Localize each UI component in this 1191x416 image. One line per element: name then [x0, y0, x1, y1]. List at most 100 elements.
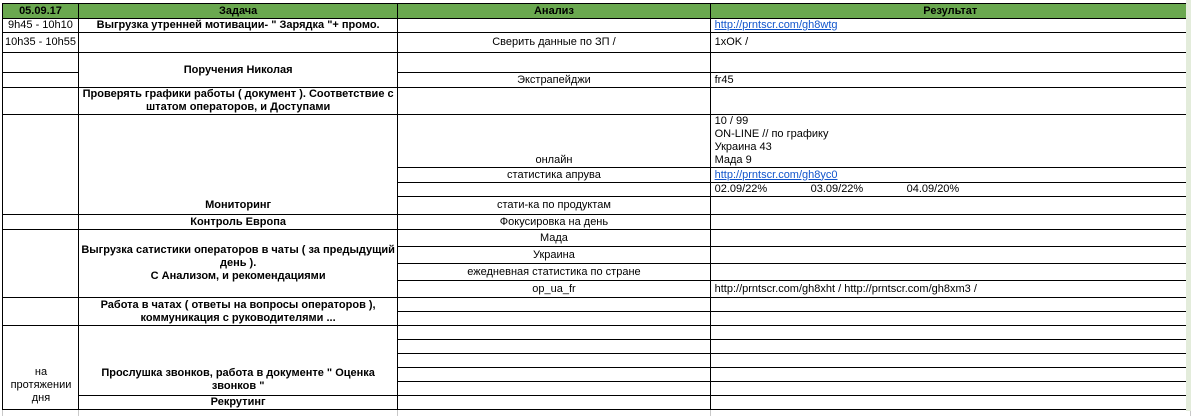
- header-result-column: Результат: [709, 3, 1191, 19]
- cell-task-nikolay-orders: Поручения Николая: [77, 52, 399, 88]
- table-row: [3, 339, 1191, 354]
- empty-cell: [709, 263, 1191, 281]
- empty-cell: [709, 311, 1191, 326]
- cell-result-online-status: 10 / 99 ON-LINE // по графику Украина 43…: [709, 114, 1191, 168]
- cell-analysis-online: онлайн: [397, 114, 711, 168]
- cell-result-chat-links: http://prntscr.com/gh8xht / http://prnts…: [709, 280, 1191, 298]
- table-row: Мониторинг онлайн 10 / 99 ON-LINE // по …: [2, 114, 1191, 215]
- empty-cell: [2, 52, 79, 73]
- empty-cell: [397, 87, 711, 115]
- cell-result-salary-ok: 1xOK /: [709, 32, 1191, 53]
- table-row: 02.09/22% 03.09/22% 04.09/20%: [3, 182, 1191, 197]
- empty-cell: [709, 196, 1191, 215]
- result-line: Украина 43: [714, 141, 772, 153]
- empty-cell: [397, 367, 711, 382]
- empty-cell: [397, 52, 711, 73]
- result-line: ON-LINE // по графику: [714, 128, 829, 140]
- empty-cell: [397, 395, 711, 410]
- empty-cell: [2, 72, 79, 88]
- cell-result-morning: http://prntscr.com/gh8wtg: [709, 18, 1191, 33]
- empty-cell: [2, 297, 79, 326]
- task-line: Проверять графики работы ( документ ). С…: [82, 88, 394, 101]
- table-row: Проверять графики работы ( документ ). С…: [2, 87, 1191, 115]
- cell-time-all-day: на протяжении дня: [2, 325, 79, 410]
- empty-cell: [397, 353, 711, 368]
- daily-schedule-table: 05.09.17 Задача Анализ Результат 9h45 - …: [2, 3, 1191, 416]
- empty-cell: [709, 87, 1191, 115]
- cell-result-approve-days: 02.09/22% 03.09/22% 04.09/20%: [709, 182, 1191, 197]
- empty-cell: [397, 311, 711, 326]
- cell-time-slot2: 10h35 - 10h55: [2, 32, 79, 53]
- table-row: 9h45 - 10h10 Выгрузка утренней мотивации…: [2, 18, 1191, 33]
- task-line: С Анализом, и рекомендациями: [150, 270, 326, 282]
- empty-cell: [709, 409, 1191, 416]
- result-line: Мада 9: [714, 154, 752, 166]
- task-line: коммуникация с руководителями ...: [140, 311, 336, 324]
- cell-analysis-approve-stats: статистика апрува: [397, 167, 711, 183]
- empty-cell: [709, 367, 1191, 382]
- empty-cell: [77, 409, 399, 416]
- cell-task-call-review: Прослушка звонков, работа в документе " …: [77, 325, 399, 396]
- morning-screenshot-link[interactable]: http://prntscr.com/gh8wtg: [714, 19, 838, 32]
- cell-analysis-salary-check: Сверить данные по ЗП /: [397, 32, 711, 53]
- cell-task-monitoring: Мониторинг: [77, 114, 399, 215]
- empty-cell: [2, 87, 79, 115]
- cell-time-slot1: 9h45 - 10h10: [2, 18, 79, 33]
- empty-cell: [2, 214, 79, 230]
- cell-analysis-ukraine: Украина: [397, 246, 711, 264]
- table-row: Работа в чатах ( ответы на вопросы опера…: [2, 297, 1191, 326]
- sheet-right-margin: [1186, 0, 1191, 411]
- empty-cell: [709, 246, 1191, 264]
- table-row: Контроль Европа Фокусировка на день: [2, 214, 1191, 230]
- header-task-column: Задача: [77, 3, 399, 19]
- empty-cell: [397, 325, 711, 340]
- table-row: op_ua_fr http://prntscr.com/gh8xht / htt…: [3, 280, 1191, 298]
- table-row: на протяжении дня Прослушка звонков, раб…: [2, 325, 1191, 410]
- approve-day-value: 03.09/22%: [810, 183, 864, 196]
- table-row: [2, 409, 1191, 416]
- cell-analysis-extrapages: Экстрапейджи: [397, 72, 711, 88]
- table-row: Выгрузка сатистики операторов в чаты ( з…: [2, 229, 1191, 298]
- table-row: Поручения Николая: [2, 52, 1191, 88]
- empty-cell: [709, 214, 1191, 230]
- cell-task-chats-work: Работа в чатах ( ответы на вопросы опера…: [77, 297, 399, 326]
- cell-analysis-day-focus: Фокусировка на день: [397, 214, 711, 230]
- approve-screenshot-link[interactable]: http://prntscr.com/gh8yc0: [714, 168, 838, 181]
- header-analysis-column: Анализ: [397, 3, 711, 19]
- cell-analysis-product-stats: стати-ка по продуктам: [397, 196, 711, 215]
- empty-cell: [397, 381, 711, 396]
- cell-task-chat-statistics: Выгрузка сатистики операторов в чаты ( з…: [77, 229, 399, 298]
- empty-cell: [397, 18, 711, 33]
- cell-analysis-mada: Мада: [397, 229, 711, 247]
- table-row: стати-ка по продуктам: [3, 196, 1191, 215]
- empty-cell: [709, 353, 1191, 368]
- approve-day-value: 04.09/20%: [906, 183, 960, 196]
- task-line: Работа в чатах ( ответы на вопросы опера…: [100, 298, 376, 311]
- empty-cell: [397, 297, 711, 312]
- time-line: дня: [31, 392, 51, 404]
- approve-day-value: 02.09/22%: [714, 183, 768, 196]
- empty-cell: [397, 182, 711, 197]
- empty-cell: [709, 395, 1191, 410]
- cell-task-morning-motivation: Выгрузка утренней мотивации- " Зарядка "…: [77, 18, 399, 33]
- empty-cell: [2, 114, 79, 215]
- empty-cell: [77, 32, 399, 53]
- empty-cell: [2, 409, 79, 416]
- cell-analysis-op-ua-fr: op_ua_fr: [397, 280, 711, 298]
- cell-result-approve: http://prntscr.com/gh8yc0: [709, 167, 1191, 183]
- empty-cell: [2, 229, 79, 298]
- cell-task-check-schedules: Проверять графики работы ( документ ). С…: [77, 87, 399, 115]
- table-row: Украина: [3, 246, 1191, 264]
- empty-cell: [709, 297, 1191, 312]
- cell-result-fr45: fr45: [709, 72, 1191, 88]
- task-line: Выгрузка сатистики операторов в чаты ( з…: [81, 244, 395, 269]
- time-line: протяжении: [10, 379, 72, 391]
- daily-schedule-sheet: 05.09.17 Задача Анализ Результат 9h45 - …: [2, 3, 1191, 416]
- header-date: 05.09.17: [2, 3, 79, 19]
- time-line: на: [34, 366, 48, 378]
- empty-cell: [397, 339, 711, 354]
- cell-task-recruiting: Рекрутинг: [77, 395, 399, 410]
- empty-cell: [397, 409, 711, 416]
- table-row: Рекрутинг: [3, 395, 1191, 410]
- result-line: 10 / 99: [714, 115, 749, 128]
